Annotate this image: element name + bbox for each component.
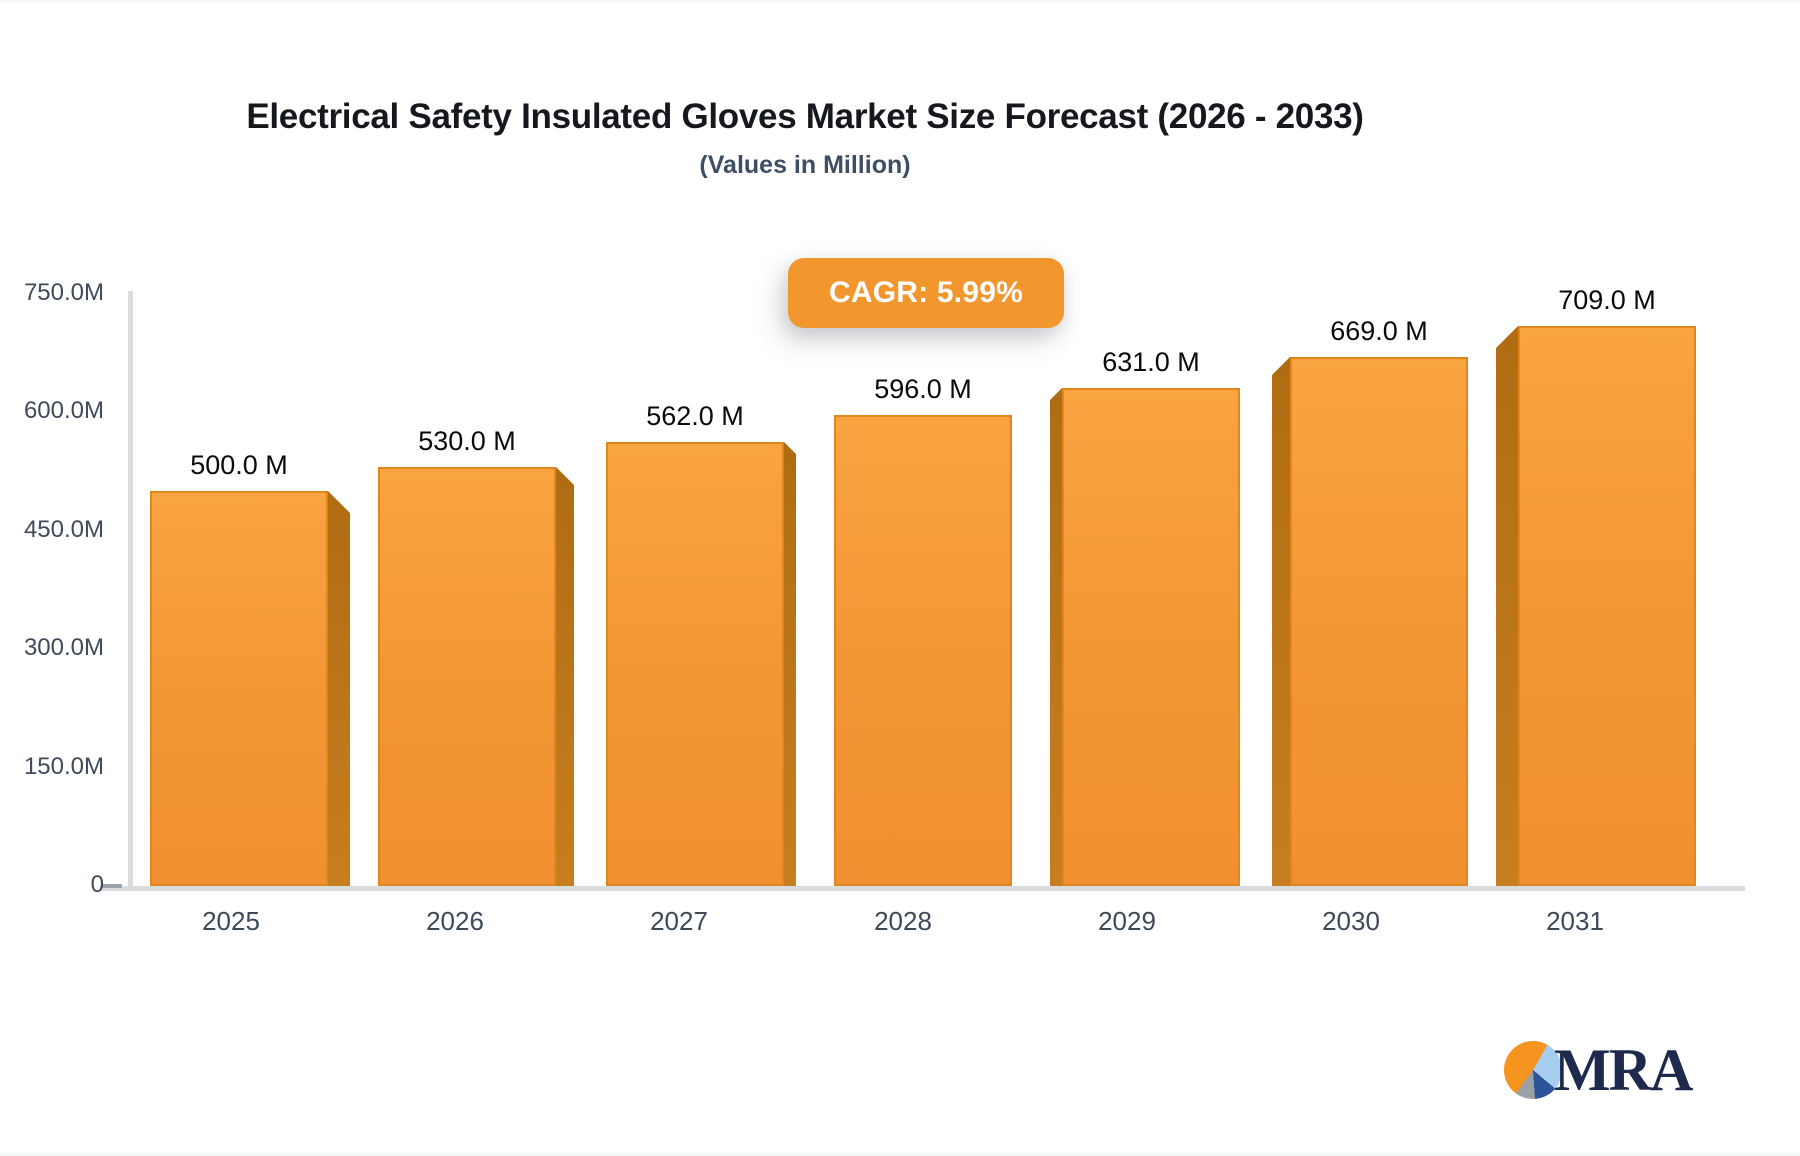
bar-2025	[150, 491, 328, 886]
bar-value-label-2028: 596.0 M	[874, 374, 972, 404]
bar-value-label-2031: 709.0 M	[1558, 285, 1656, 315]
bar-2029	[1062, 388, 1240, 886]
x-tick-label-2025: 2025	[202, 906, 260, 936]
pie-chart-logo-icon	[1504, 1041, 1562, 1099]
y-tick-label: 300.0M	[23, 634, 104, 661]
x-tick-label-2027: 2027	[650, 906, 708, 936]
x-tick-label-2026: 2026	[426, 906, 484, 936]
bar-3d-side-2026	[556, 467, 574, 886]
bar-3d-side-2029	[1050, 388, 1062, 886]
bar-3d-side-2025	[328, 491, 350, 886]
bar-2030	[1290, 357, 1468, 886]
x-tick-label-2029: 2029	[1098, 906, 1156, 936]
cagr-badge: CAGR: 5.99%	[788, 258, 1064, 328]
x-tick-label-2030: 2030	[1322, 906, 1380, 936]
bar-value-label-2026: 530.0 M	[418, 426, 516, 456]
chart-title: Electrical Safety Insulated Gloves Marke…	[246, 97, 1364, 136]
cagr-badge-label: CAGR: 5.99%	[829, 276, 1023, 309]
y-tick-label: 600.0M	[23, 397, 104, 424]
bar-2027	[606, 442, 784, 886]
bar-value-label-2030: 669.0 M	[1330, 316, 1428, 346]
y-tick-label: 0	[90, 871, 104, 898]
bar-3d-side-2030	[1272, 357, 1290, 886]
mra-logo: MRA	[1504, 1037, 1693, 1103]
bar-value-label-2027: 562.0 M	[646, 401, 744, 431]
bar-2028	[834, 415, 1012, 886]
y-tick-label: 450.0M	[23, 515, 104, 543]
y-tick-label: 150.0M	[23, 752, 104, 780]
bar-3d-side-2031	[1496, 326, 1518, 886]
bar-2031	[1518, 326, 1696, 886]
chart-subtitle: (Values in Million)	[699, 151, 911, 179]
x-tick-label-2028: 2028	[874, 906, 932, 936]
zero-tick-mark	[102, 884, 122, 888]
x-axis-baseline	[100, 886, 1745, 891]
bar-value-label-2025: 500.0 M	[190, 450, 288, 480]
bar-3d-side-2027	[784, 442, 796, 886]
logo-text: MRA	[1554, 1037, 1693, 1103]
y-tick-label: 750.0M	[23, 278, 104, 306]
x-tick-label-2031: 2031	[1546, 906, 1604, 936]
bar-value-label-2029: 631.0 M	[1102, 347, 1200, 377]
bar-2026	[378, 467, 556, 886]
y-axis-line	[128, 291, 133, 886]
